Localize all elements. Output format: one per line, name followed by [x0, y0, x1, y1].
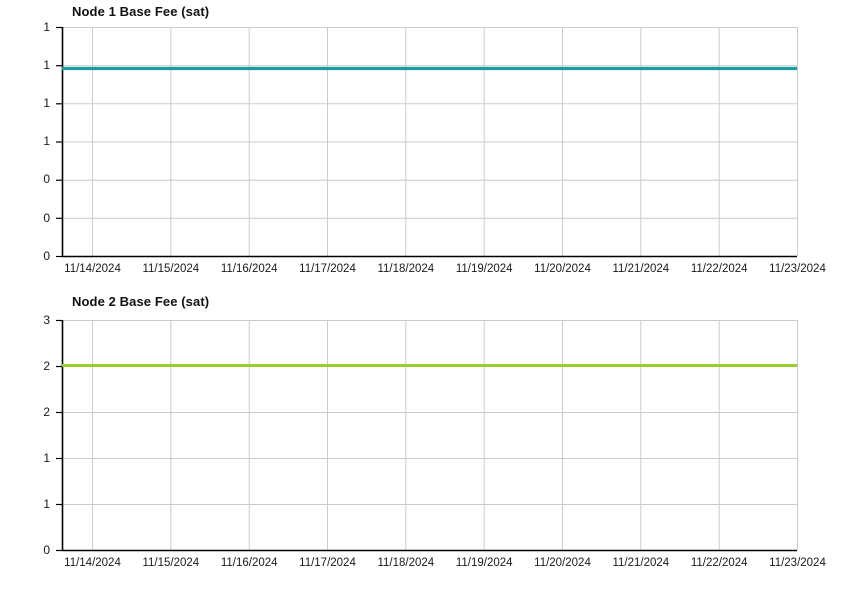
y-tick-label-node-1-0: 1	[43, 20, 50, 34]
x-tick-label-node-2-4: 11/18/2024	[377, 557, 435, 569]
chart-title-node-1: Node 1 Base Fee (sat)	[72, 4, 210, 19]
horizontal-gridlines-node-1	[62, 27, 797, 219]
chart-panel-node-1: Node 1 Base Fee (sat)	[0, 0, 860, 290]
x-tick-label-node-1-6: 11/20/2024	[534, 263, 591, 275]
x-tick-label-node-1-5: 11/19/2024	[455, 263, 513, 275]
x-tick-label-node-2-7: 11/21/2024	[612, 557, 670, 569]
y-tick-label-node-1-3: 1	[43, 134, 50, 148]
plot-background-node-2	[62, 320, 797, 550]
x-tick-label-node-2-1: 11/15/2024	[142, 557, 200, 569]
x-tick-label-node-2-2: 11/16/2024	[220, 557, 278, 569]
x-tick-label-node-1-7: 11/21/2024	[612, 263, 670, 275]
y-tick-label-node-1-6: 0	[43, 249, 50, 263]
y-tick-label-node-2-2: 2	[43, 405, 50, 419]
y-axis-ticks-node-1	[56, 26, 62, 258]
y-tick-label-node-1-5: 0	[43, 211, 50, 225]
plot-area-node-2: 3 2 2 1 1 0 11/14/2024 11/15/2024 11/16/…	[0, 292, 860, 600]
x-tick-label-node-2-5: 11/19/2024	[455, 557, 513, 569]
y-tick-label-node-2-3: 1	[43, 451, 50, 465]
x-tick-label-node-2-3: 11/17/2024	[299, 557, 356, 569]
x-tick-label-node-1-8: 11/22/2024	[690, 263, 748, 275]
y-axis-ticks-node-2	[56, 319, 62, 552]
x-tick-label-node-1-9: 11/23/2024	[769, 263, 826, 275]
x-tick-label-node-1-1: 11/15/2024	[142, 263, 200, 275]
y-tick-label-node-2-4: 1	[43, 497, 50, 511]
plot-svg-node-2	[56, 319, 798, 552]
x-tick-label-node-2-0: 11/14/2024	[64, 557, 121, 569]
chart-panel-node-2: Node 2 Base Fee (sat)	[0, 292, 860, 600]
x-tick-label-node-2-8: 11/22/2024	[690, 557, 748, 569]
y-tick-label-node-2-5: 0	[43, 543, 50, 557]
y-tick-label-node-1-1: 1	[43, 58, 50, 72]
y-tick-label-node-1-4: 0	[43, 172, 50, 186]
chart-title-node-2: Node 2 Base Fee (sat)	[72, 294, 210, 309]
x-tick-label-node-1-3: 11/17/2024	[299, 263, 356, 275]
vertical-gridlines-node-1	[92, 27, 798, 256]
x-tick-label-node-1-4: 11/18/2024	[377, 263, 435, 275]
x-tick-label-node-1-0: 11/14/2024	[64, 263, 121, 275]
plot-area-node-1: 1 1 1 1 0 0 0 11/14/2024 11/15/2024 11/1…	[0, 0, 860, 290]
vertical-gridlines-node-2	[92, 320, 798, 550]
y-tick-label-node-2-0: 3	[43, 313, 50, 327]
y-tick-label-node-1-2: 1	[43, 96, 50, 110]
x-tick-label-node-1-2: 11/16/2024	[220, 263, 278, 275]
x-tick-label-node-2-9: 11/23/2024	[769, 557, 826, 569]
x-tick-label-node-2-6: 11/20/2024	[534, 557, 591, 569]
plot-svg-node-1	[56, 26, 798, 258]
y-tick-label-node-2-1: 2	[43, 359, 50, 373]
